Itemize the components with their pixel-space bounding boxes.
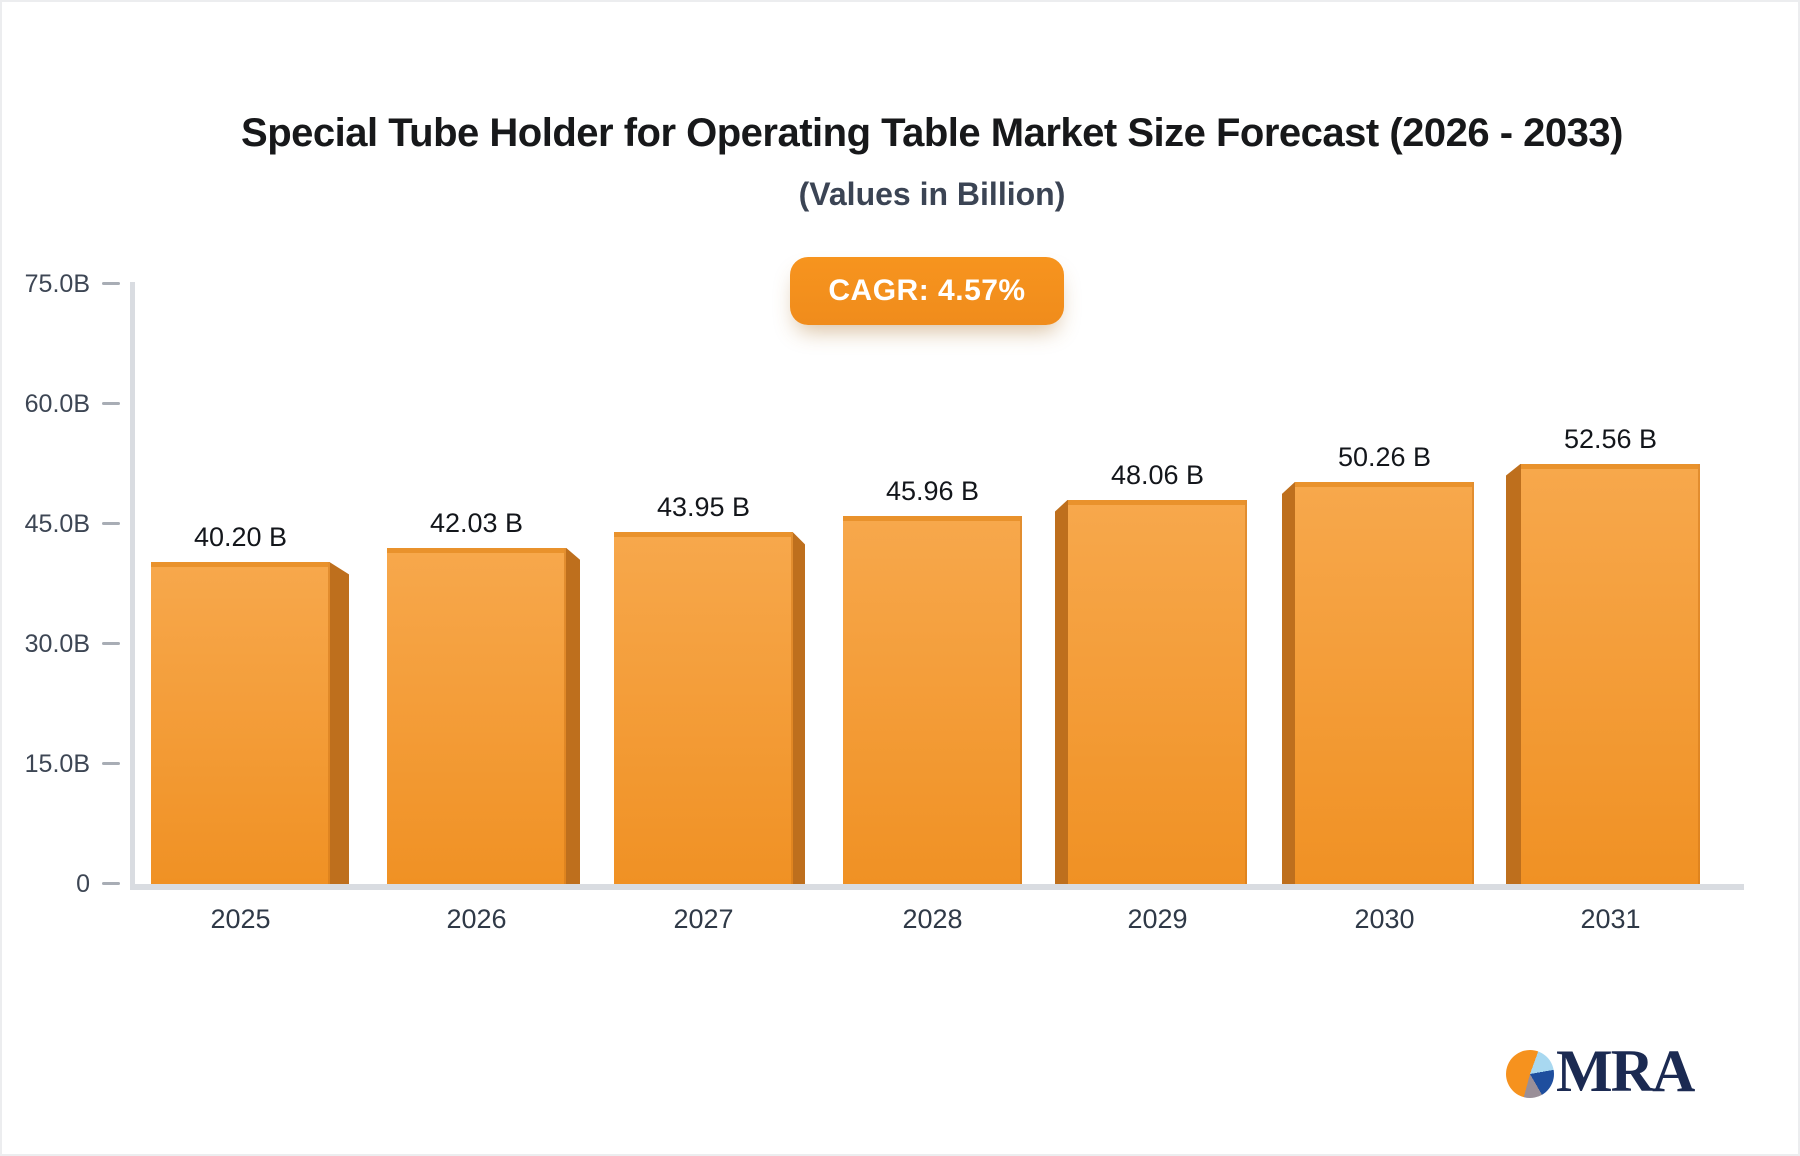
- bar-value-label: 52.56 B: [1563, 423, 1658, 454]
- x-axis-label: 2025: [210, 904, 271, 934]
- y-axis-label: 60.0B: [24, 390, 90, 418]
- chart-subtitle: (Values in Billion): [798, 176, 1066, 212]
- logo-text: MRA: [1556, 1038, 1695, 1104]
- bar-top-edge: [387, 547, 564, 553]
- bar-value-label: 40.20 B: [193, 522, 288, 553]
- y-tick-dash: [102, 522, 120, 525]
- bar-side-3d: [1055, 499, 1068, 884]
- y-axis-label: 15.0B: [24, 750, 90, 778]
- x-axis-label: 2026: [446, 904, 507, 934]
- bar-side-3d: [1282, 481, 1295, 884]
- x-axis-label: 2031: [1580, 904, 1641, 934]
- bar-2028: [843, 516, 1022, 884]
- x-axis-label: 2029: [1127, 904, 1188, 934]
- bar-top-edge: [1068, 499, 1245, 505]
- x-axis-label: 2027: [673, 904, 734, 934]
- bar-value-label: 43.95 B: [656, 492, 751, 523]
- y-axis-label: 45.0B: [24, 510, 90, 538]
- y-tick-dash: [102, 402, 120, 405]
- x-axis-line: [130, 884, 1744, 890]
- pie-chart-logo-icon: [1506, 1049, 1554, 1098]
- bar-side-3d: [1506, 463, 1521, 884]
- y-tick-dash: [102, 642, 120, 645]
- bar-side-3d: [330, 562, 349, 884]
- x-axis-label: 2030: [1354, 904, 1415, 934]
- y-tick-dash: [102, 882, 120, 885]
- bar-top-edge: [151, 562, 328, 568]
- y-tick-dash: [102, 762, 120, 765]
- bar-value-label: 48.06 B: [1110, 459, 1205, 490]
- mra-logo: MRA: [1506, 1038, 1695, 1104]
- bar-2027: [614, 532, 793, 884]
- y-axis-line: [130, 282, 135, 886]
- y-axis-label: 75.0B: [24, 270, 90, 298]
- bar-side-3d: [566, 547, 580, 884]
- chart-title: Special Tube Holder for Operating Table …: [241, 111, 1623, 155]
- cagr-badge: CAGR: 4.57%: [790, 257, 1064, 325]
- bar-top-edge: [1521, 463, 1698, 469]
- bar-2029: [1068, 499, 1247, 884]
- bar-2031: [1521, 463, 1700, 884]
- x-axis-label: 2028: [902, 904, 963, 934]
- bar-top-edge: [1295, 481, 1472, 487]
- bar-value-label: 50.26 B: [1337, 441, 1432, 472]
- bar-2025: [151, 562, 330, 884]
- bar-2030: [1295, 481, 1474, 884]
- bar-2026: [387, 547, 566, 884]
- bar-top-edge: [614, 532, 791, 538]
- bar-value-label: 42.03 B: [429, 507, 524, 538]
- y-tick-dash: [102, 282, 120, 285]
- bar-top-edge: [843, 516, 1020, 522]
- y-axis-label: 30.0B: [24, 630, 90, 658]
- bar-side-3d: [793, 532, 805, 884]
- bar-value-label: 45.96 B: [885, 476, 980, 507]
- cagr-badge-label: CAGR: 4.57%: [828, 274, 1026, 307]
- y-axis-label: 0: [76, 870, 90, 898]
